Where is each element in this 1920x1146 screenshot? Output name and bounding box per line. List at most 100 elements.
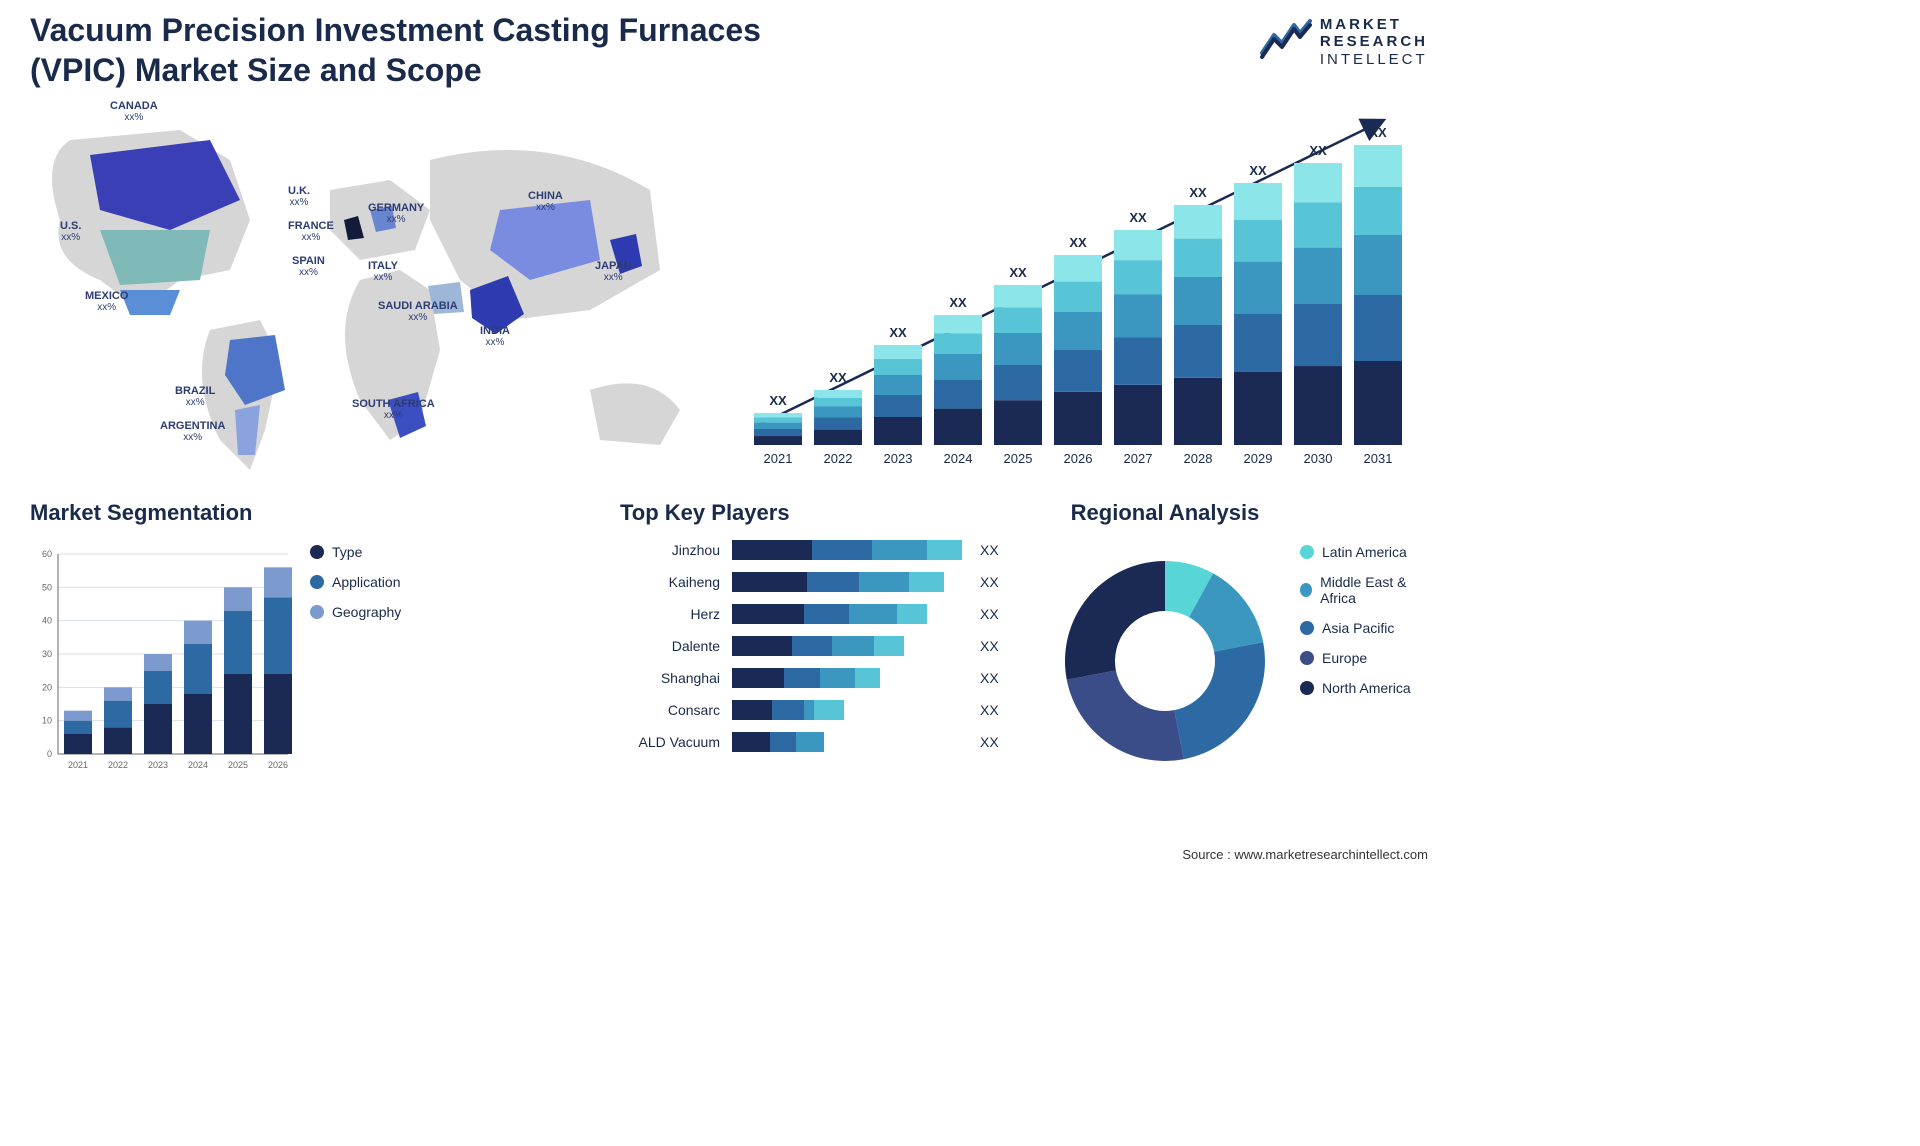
- map-label: ARGENTINAxx%: [160, 420, 225, 443]
- player-value: XX: [980, 702, 999, 718]
- player-row: Kaiheng XX: [620, 566, 1020, 598]
- player-value: XX: [980, 734, 999, 750]
- svg-text:XX: XX: [769, 393, 787, 408]
- svg-text:10: 10: [42, 716, 52, 726]
- player-value: XX: [980, 638, 999, 654]
- player-name: Consarc: [620, 702, 720, 718]
- map-label: JAPANxx%: [595, 260, 631, 283]
- svg-text:2030: 2030: [1304, 451, 1333, 466]
- regional-legend: Latin AmericaMiddle East & AfricaAsia Pa…: [1300, 530, 1428, 710]
- players-panel: Top Key Players Jinzhou XX Kaiheng XX Herz XX…: [620, 500, 1020, 800]
- player-name: Jinzhou: [620, 542, 720, 558]
- world-map: CANADAxx% U.S.xx% MEXICOxx% BRAZILxx% ARGENT…: [30, 100, 710, 480]
- map-label: U.S.xx%: [60, 220, 81, 243]
- page-title: Vacuum Precision Investment Casting Furn…: [30, 10, 850, 90]
- player-name: Herz: [620, 606, 720, 622]
- legend-item: Application: [310, 574, 401, 590]
- players-title: Top Key Players: [620, 500, 1020, 526]
- svg-text:2022: 2022: [824, 451, 853, 466]
- svg-text:2025: 2025: [1004, 451, 1033, 466]
- player-value: XX: [980, 574, 999, 590]
- svg-text:2026: 2026: [268, 760, 288, 770]
- svg-text:XX: XX: [1249, 163, 1267, 178]
- regional-panel: Regional Analysis Latin AmericaMiddle Ea…: [1050, 500, 1428, 800]
- map-label: CANADAxx%: [110, 100, 158, 123]
- legend-item: Geography: [310, 604, 401, 620]
- player-value: XX: [980, 670, 999, 686]
- legend-item: Europe: [1300, 650, 1428, 666]
- map-label: FRANCExx%: [288, 220, 334, 243]
- regional-donut: [1050, 546, 1280, 776]
- svg-text:2028: 2028: [1184, 451, 1213, 466]
- map-label: CHINAxx%: [528, 190, 563, 213]
- forecast-chart: XX 2021 XX 2022 XX 2023 XX 2024 XX 2025 XX 2026 XX 20…: [740, 100, 1428, 480]
- player-row: Shanghai XX: [620, 662, 1020, 694]
- map-label: SPAINxx%: [292, 255, 325, 278]
- logo-mark-icon: [1260, 19, 1312, 64]
- svg-text:60: 60: [42, 549, 52, 559]
- svg-text:XX: XX: [889, 325, 907, 340]
- svg-text:2027: 2027: [1124, 451, 1153, 466]
- player-name: Dalente: [620, 638, 720, 654]
- player-row: Jinzhou XX: [620, 534, 1020, 566]
- map-label: SOUTH AFRICAxx%: [352, 398, 435, 421]
- segmentation-panel: Market Segmentation 0 10 20 30 40 50 60 2021 202…: [30, 500, 590, 800]
- segmentation-title: Market Segmentation: [30, 500, 300, 526]
- svg-text:XX: XX: [829, 370, 847, 385]
- svg-text:30: 30: [42, 649, 52, 659]
- svg-text:2025: 2025: [228, 760, 248, 770]
- map-label: INDIAxx%: [480, 325, 510, 348]
- legend-item: Type: [310, 544, 401, 560]
- legend-item: Asia Pacific: [1300, 620, 1428, 636]
- player-bar: [732, 604, 962, 624]
- map-label: SAUDI ARABIAxx%: [378, 300, 458, 323]
- player-bar: [732, 540, 962, 560]
- player-name: Kaiheng: [620, 574, 720, 590]
- player-name: ALD Vacuum: [620, 734, 720, 750]
- player-value: XX: [980, 542, 999, 558]
- svg-text:XX: XX: [1369, 125, 1387, 140]
- segmentation-chart: 0102030405060202120222023202420252026: [30, 534, 300, 794]
- map-label: GERMANYxx%: [368, 202, 424, 225]
- brand-logo: MARKET RESEARCH INTELLECT: [1260, 10, 1428, 68]
- logo-line2: RESEARCH: [1320, 33, 1428, 50]
- legend-item: North America: [1300, 680, 1428, 696]
- legend-item: Middle East & Africa: [1300, 574, 1428, 606]
- player-bar: [732, 668, 962, 688]
- player-row: Dalente XX: [620, 630, 1020, 662]
- svg-text:XX: XX: [1309, 143, 1327, 158]
- svg-text:XX: XX: [1009, 265, 1027, 280]
- player-row: ALD Vacuum XX: [620, 726, 1020, 758]
- player-value: XX: [980, 606, 999, 622]
- svg-text:2022: 2022: [108, 760, 128, 770]
- svg-text:XX: XX: [949, 295, 967, 310]
- map-label: U.K.xx%: [288, 185, 310, 208]
- svg-text:0: 0: [47, 749, 52, 759]
- svg-text:2023: 2023: [884, 451, 913, 466]
- svg-text:50: 50: [42, 582, 52, 592]
- player-bar: [732, 636, 962, 656]
- svg-text:2021: 2021: [68, 760, 88, 770]
- svg-text:XX: XX: [1189, 185, 1207, 200]
- player-name: Shanghai: [620, 670, 720, 686]
- regional-title: Regional Analysis: [1050, 500, 1280, 526]
- svg-text:XX: XX: [1069, 235, 1087, 250]
- map-label: BRAZILxx%: [175, 385, 215, 408]
- svg-text:2023: 2023: [148, 760, 168, 770]
- player-bar: [732, 700, 962, 720]
- player-row: Herz XX: [620, 598, 1020, 630]
- svg-text:2031: 2031: [1364, 451, 1393, 466]
- source-line: Source : www.marketresearchintellect.com: [1182, 847, 1428, 862]
- logo-line3: INTELLECT: [1320, 51, 1428, 68]
- map-label: ITALYxx%: [368, 260, 398, 283]
- map-label: MEXICOxx%: [85, 290, 128, 313]
- svg-text:2024: 2024: [944, 451, 973, 466]
- logo-line1: MARKET: [1320, 16, 1428, 33]
- svg-text:40: 40: [42, 616, 52, 626]
- svg-text:2026: 2026: [1064, 451, 1093, 466]
- svg-text:XX: XX: [1129, 210, 1147, 225]
- svg-text:2029: 2029: [1244, 451, 1273, 466]
- svg-text:2021: 2021: [764, 451, 793, 466]
- player-bar: [732, 732, 962, 752]
- svg-text:20: 20: [42, 682, 52, 692]
